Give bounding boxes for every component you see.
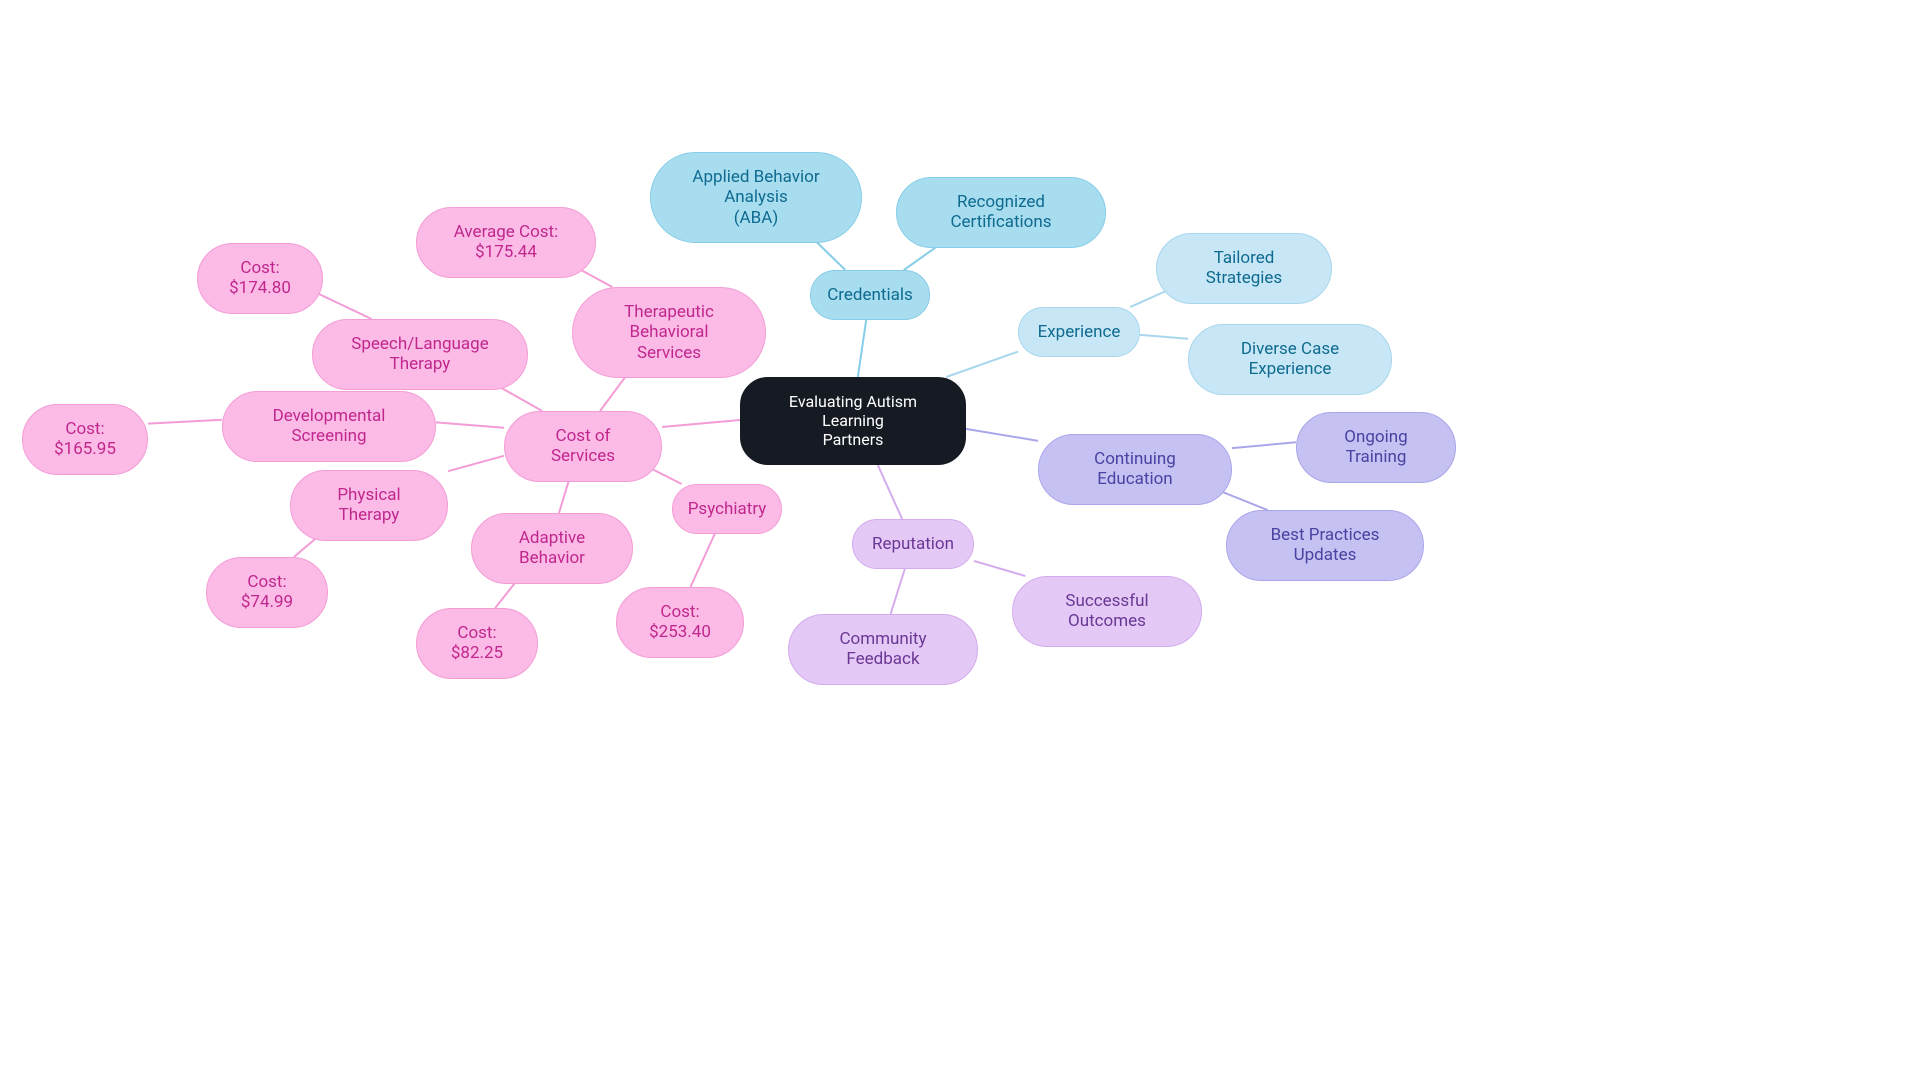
node-bestprac: Best Practices Updates xyxy=(1226,510,1424,581)
edge-cost-physical xyxy=(448,456,504,471)
node-label: Applied Behavior Analysis(ABA) xyxy=(677,167,835,228)
edge-root-experience xyxy=(946,352,1018,377)
node-cost165: Cost: $165.95 xyxy=(22,404,148,475)
node-label: Speech/Language Therapy xyxy=(339,334,501,375)
node-successful: Successful Outcomes xyxy=(1012,576,1202,647)
edge-root-contedu xyxy=(966,429,1038,441)
node-label: Adaptive Behavior xyxy=(498,528,606,569)
node-physical: Physical Therapy xyxy=(290,470,448,541)
node-label: Successful Outcomes xyxy=(1039,591,1175,632)
node-cost253: Cost: $253.40 xyxy=(616,587,744,658)
node-tailored: Tailored Strategies xyxy=(1156,233,1332,304)
node-reputation: Reputation xyxy=(852,519,974,569)
node-label: Physical Therapy xyxy=(317,485,421,526)
node-label: Cost: $174.80 xyxy=(224,258,296,299)
node-label: Cost: $74.99 xyxy=(233,572,301,613)
node-label: Psychiatry xyxy=(688,499,767,519)
node-label: Reputation xyxy=(872,534,954,554)
node-label: Ongoing Training xyxy=(1323,427,1429,468)
edge-root-cost xyxy=(662,420,740,427)
edge-reputation-community xyxy=(891,567,906,614)
node-experience: Experience xyxy=(1018,307,1140,357)
node-contedu: Continuing Education xyxy=(1038,434,1232,505)
edge-experience-diverse xyxy=(1140,335,1188,339)
node-ongoing: Ongoing Training xyxy=(1296,412,1456,483)
node-label: Diverse Case Experience xyxy=(1215,339,1365,380)
node-aba: Applied Behavior Analysis(ABA) xyxy=(650,152,862,243)
node-label: Best Practices Updates xyxy=(1253,525,1397,566)
node-adaptive: Adaptive Behavior xyxy=(471,513,633,584)
edge-psychiatry-cost253 xyxy=(690,530,716,587)
node-label: Continuing Education xyxy=(1065,449,1205,490)
node-label: Tailored Strategies xyxy=(1183,248,1305,289)
node-psychiatry: Psychiatry xyxy=(672,484,782,534)
node-speech: Speech/Language Therapy xyxy=(312,319,528,390)
node-label: Credentials xyxy=(827,285,913,305)
edge-cost-devscreen xyxy=(436,422,504,427)
node-label: Cost: $253.40 xyxy=(643,602,717,643)
edge-contedu-ongoing xyxy=(1232,442,1296,448)
node-cost: Cost of Services xyxy=(504,411,662,482)
node-community: Community Feedback xyxy=(788,614,978,685)
node-devscreen: Developmental Screening xyxy=(222,391,436,462)
node-label: Therapeutic BehavioralServices xyxy=(599,302,739,363)
node-label: Cost: $165.95 xyxy=(49,419,121,460)
node-label: Community Feedback xyxy=(815,629,951,670)
node-label: Average Cost: $175.44 xyxy=(443,222,569,263)
node-cost74: Cost: $74.99 xyxy=(206,557,328,628)
node-label: Evaluating Autism LearningPartners xyxy=(767,392,939,450)
node-cost82: Cost: $82.25 xyxy=(416,608,538,679)
node-recog: Recognized Certifications xyxy=(896,177,1106,248)
node-label: Experience xyxy=(1038,322,1121,342)
node-label: Cost of Services xyxy=(531,426,635,467)
node-diverse: Diverse Case Experience xyxy=(1188,324,1392,395)
node-label: Recognized Certifications xyxy=(923,192,1079,233)
node-credentials: Credentials xyxy=(810,270,930,320)
node-cost174: Cost: $174.80 xyxy=(197,243,323,314)
node-label: Cost: $82.25 xyxy=(443,623,511,664)
node-avgcost: Average Cost: $175.44 xyxy=(416,207,596,278)
node-root: Evaluating Autism LearningPartners xyxy=(740,377,966,465)
node-label: Developmental Screening xyxy=(249,406,409,447)
edge-root-credentials xyxy=(858,318,867,377)
node-therapeutic: Therapeutic BehavioralServices xyxy=(572,287,766,378)
edge-devscreen-cost165 xyxy=(148,420,222,424)
edge-reputation-successful xyxy=(974,561,1025,576)
